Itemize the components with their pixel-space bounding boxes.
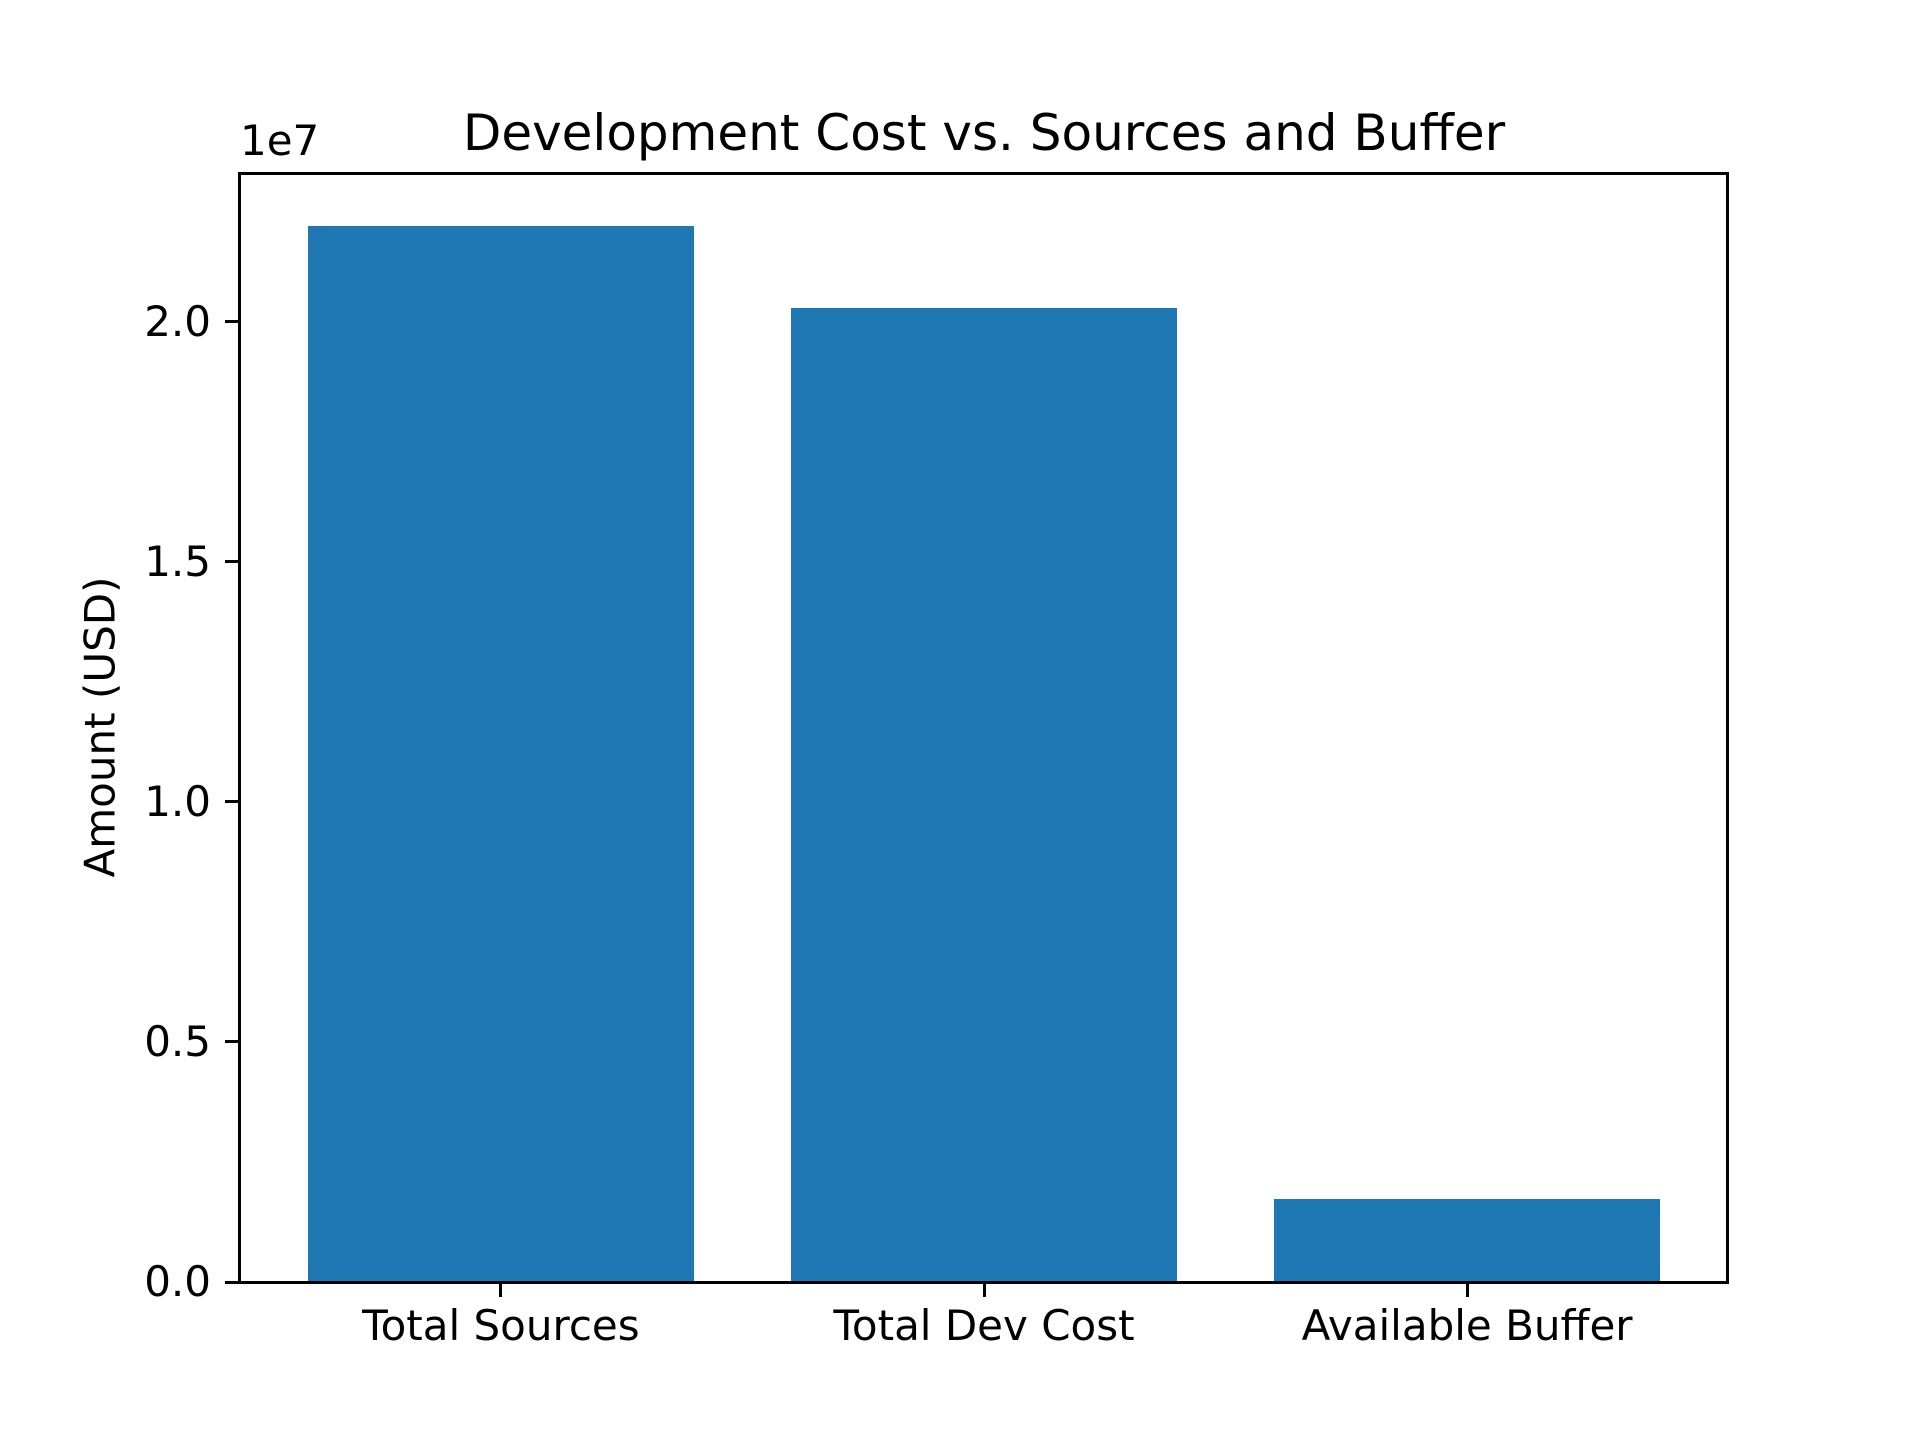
y-tick-mark <box>225 560 240 564</box>
y-tick-mark <box>225 1040 240 1044</box>
y-tick-label: 1.0 <box>144 776 211 826</box>
x-tick-label: Available Buffer <box>1301 1301 1633 1350</box>
bar-available-buffer <box>1273 1199 1661 1282</box>
x-tick-mark <box>982 1282 986 1297</box>
y-axis-offset-label: 1e7 <box>240 116 320 165</box>
bar-total-dev-cost <box>790 308 1178 1282</box>
x-tick-mark <box>499 1282 503 1297</box>
y-tick-mark <box>225 800 240 804</box>
y-tick-label: 0.5 <box>144 1016 211 1066</box>
bar-total-sources <box>307 225 695 1282</box>
x-tick-mark <box>1465 1282 1469 1297</box>
x-tick-label: Total Sources <box>362 1301 640 1350</box>
y-tick-mark <box>225 320 240 324</box>
y-axis-title: Amount (USD) <box>75 576 125 878</box>
y-tick-mark <box>225 1280 240 1284</box>
chart-title: Development Cost vs. Sources and Buffer <box>462 104 1506 162</box>
x-tick-label: Total Dev Cost <box>833 1301 1135 1350</box>
y-tick-label: 1.5 <box>144 536 211 586</box>
y-tick-label: 2.0 <box>144 296 211 346</box>
y-tick-label: 0.0 <box>144 1257 211 1306</box>
